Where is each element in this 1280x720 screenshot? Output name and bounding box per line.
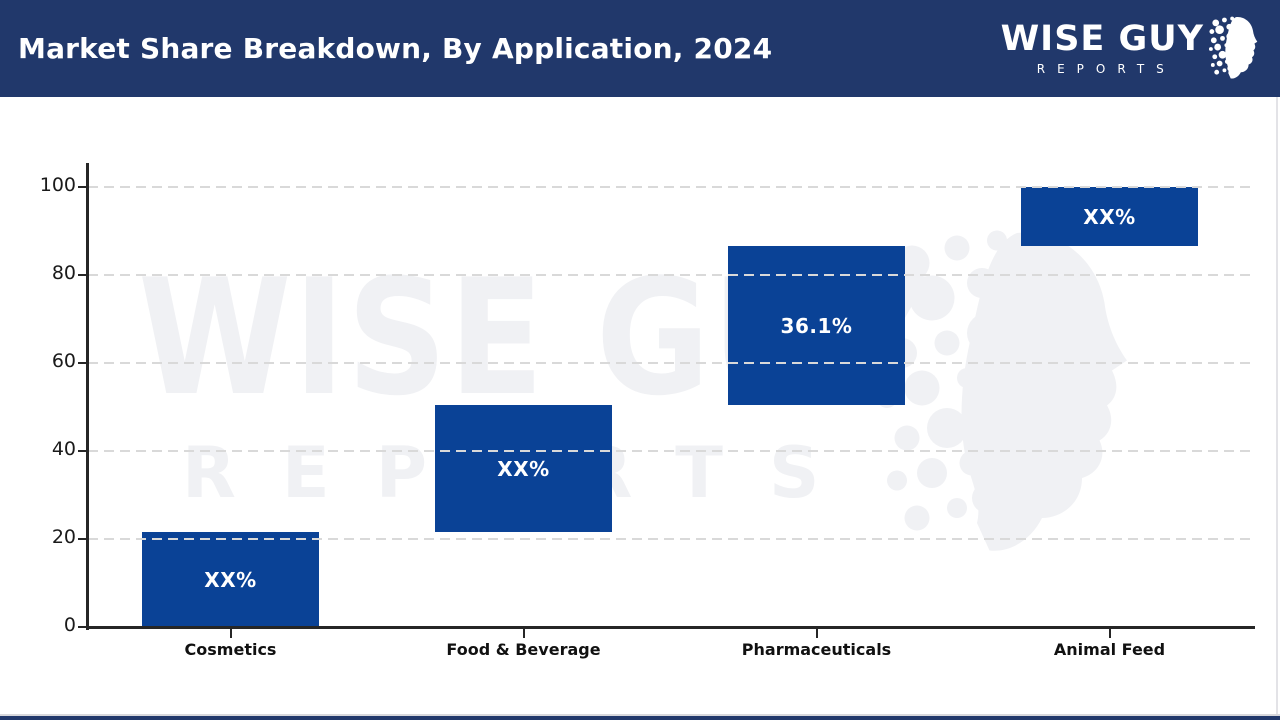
bar-animal-feed: XX% <box>1021 187 1198 247</box>
bar-label: XX% <box>497 456 550 481</box>
x-tick-mark-1 <box>229 629 232 638</box>
x-tick-mark-3 <box>815 629 818 638</box>
y-tick-label-20: 20 <box>51 526 76 548</box>
y-tick-label-80: 80 <box>51 262 76 284</box>
x-axis-line <box>88 626 1255 629</box>
wiseguy-head-icon <box>1208 16 1258 79</box>
y-tick-mark-20 <box>78 538 88 540</box>
bar-cosmetics: XX% <box>142 532 319 627</box>
y-tick-mark-60 <box>78 362 88 364</box>
y-tick-mark-0 <box>78 626 88 628</box>
logo-reports-label: REPORTS <box>1036 61 1176 76</box>
x-tick-mark-2 <box>522 629 525 638</box>
y-tick-mark-80 <box>78 274 88 276</box>
logo-wiseguy-label: WISE GUY <box>1000 18 1204 59</box>
page-title: Market Share Breakdown, By Application, … <box>18 32 773 65</box>
logo-text: WISE GUY REPORTS <box>1000 18 1204 76</box>
gridline-20 <box>88 538 1253 540</box>
x-tick-mark-4 <box>1108 629 1111 638</box>
bar-label: 36.1% <box>780 313 853 338</box>
bar-label: XX% <box>204 567 257 592</box>
x-label-pharmaceuticals: Pharmaceuticals <box>741 640 892 659</box>
footer-bar <box>0 716 1280 720</box>
y-tick-label-60: 60 <box>51 350 76 372</box>
x-label-cosmetics: Cosmetics <box>184 640 277 659</box>
bar-pharmaceuticals: 36.1% <box>728 246 905 406</box>
x-label-food-beverage: Food & Beverage <box>446 640 601 659</box>
logo: WISE GUY REPORTS <box>1001 10 1266 88</box>
y-tick-label-40: 40 <box>51 438 76 460</box>
y-tick-mark-40 <box>78 450 88 452</box>
footer-hairline <box>0 714 1280 716</box>
gridline-60 <box>88 362 1253 364</box>
header-bar: Market Share Breakdown, By Application, … <box>0 0 1280 97</box>
gridline-40 <box>88 450 1253 452</box>
bar-label: XX% <box>1083 204 1136 229</box>
gridline-80 <box>88 274 1253 276</box>
y-tick-label-0: 0 <box>63 614 76 636</box>
gridline-100 <box>88 186 1253 188</box>
y-axis-line <box>86 163 89 630</box>
x-label-animal-feed: Animal Feed <box>1053 640 1166 659</box>
bar-food-beverage: XX% <box>435 405 612 533</box>
y-tick-mark-100 <box>78 186 88 188</box>
right-border-line <box>1276 97 1278 716</box>
y-tick-label-100: 100 <box>39 174 76 196</box>
